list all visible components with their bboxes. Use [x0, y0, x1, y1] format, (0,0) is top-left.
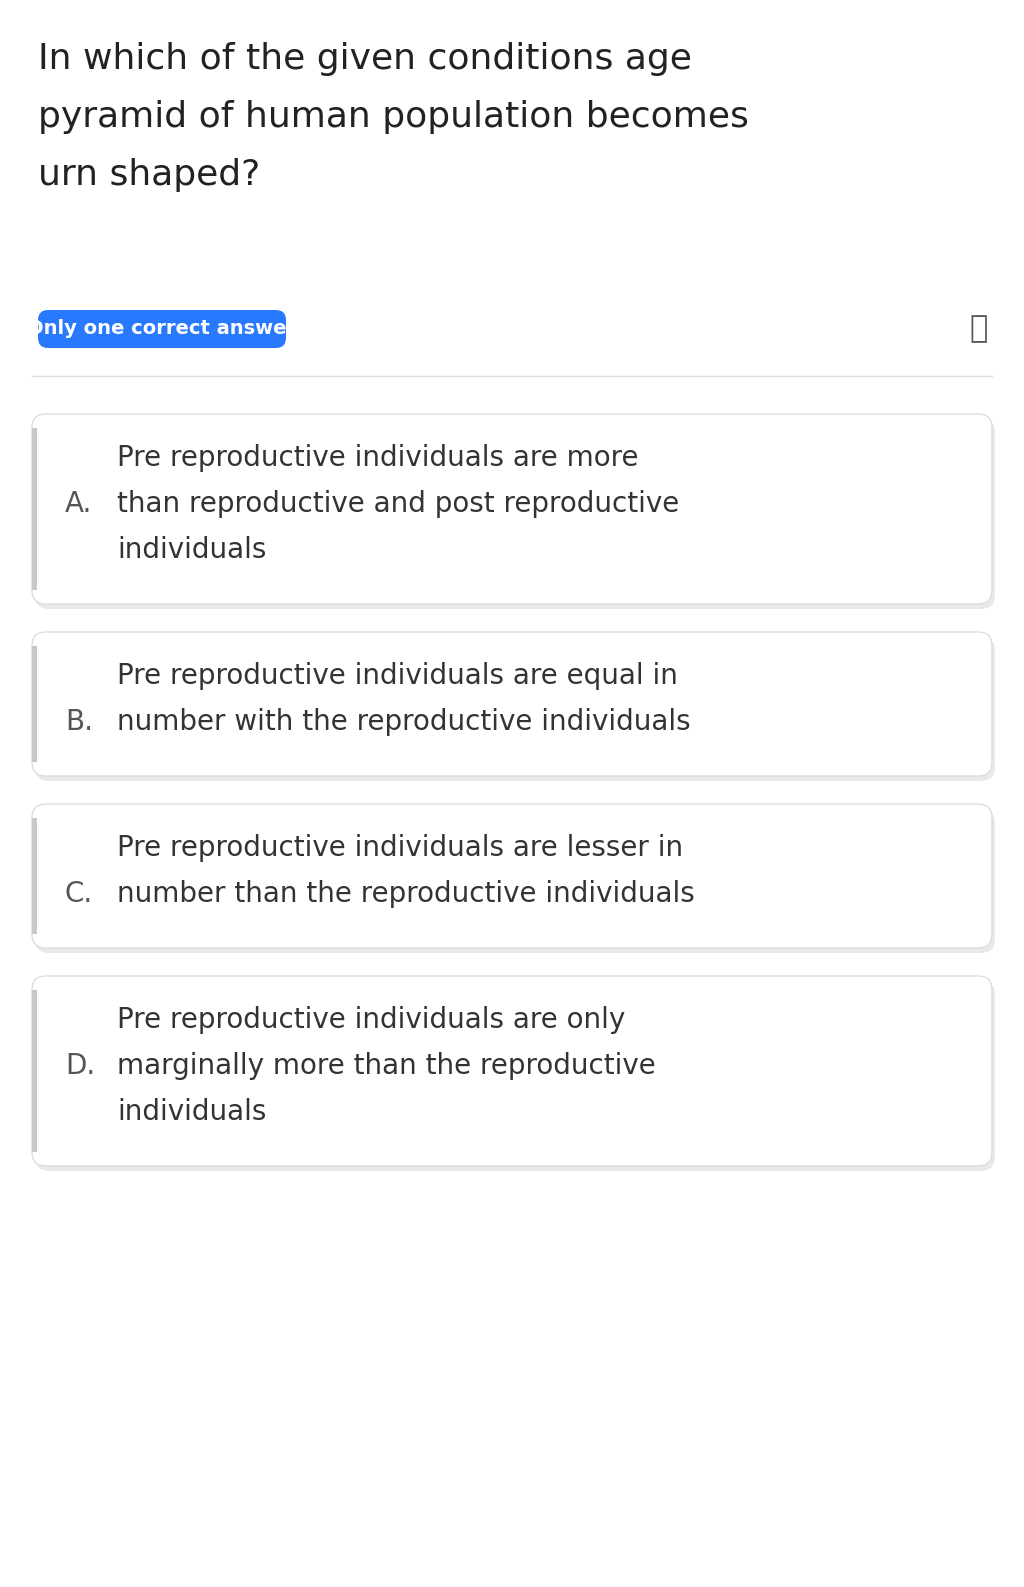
Bar — [32, 817, 37, 935]
FancyBboxPatch shape — [35, 636, 995, 781]
Text: than reproductive and post reproductive: than reproductive and post reproductive — [117, 490, 679, 517]
Text: D.: D. — [65, 1052, 95, 1081]
Text: number than the reproductive individuals: number than the reproductive individuals — [117, 881, 694, 908]
FancyBboxPatch shape — [32, 632, 992, 776]
FancyBboxPatch shape — [32, 976, 992, 1166]
FancyBboxPatch shape — [35, 419, 995, 609]
Text: Only one correct answer: Only one correct answer — [28, 319, 297, 338]
Bar — [32, 646, 37, 762]
Text: Pre reproductive individuals are only: Pre reproductive individuals are only — [117, 1006, 626, 1035]
Text: A.: A. — [65, 490, 92, 517]
Text: individuals: individuals — [117, 1098, 266, 1127]
Text: individuals: individuals — [117, 536, 266, 563]
FancyBboxPatch shape — [38, 309, 286, 348]
FancyBboxPatch shape — [35, 981, 995, 1171]
Bar — [32, 990, 37, 1152]
Text: number with the reproductive individuals: number with the reproductive individuals — [117, 708, 690, 736]
FancyBboxPatch shape — [32, 414, 992, 605]
Text: Pre reproductive individuals are more: Pre reproductive individuals are more — [117, 444, 639, 471]
Text: pyramid of human population becomes: pyramid of human population becomes — [38, 100, 749, 133]
FancyBboxPatch shape — [35, 809, 995, 954]
Text: B.: B. — [65, 708, 93, 736]
Text: Pre reproductive individuals are lesser in: Pre reproductive individuals are lesser … — [117, 835, 683, 862]
Text: ⓘ: ⓘ — [970, 314, 988, 343]
Text: C.: C. — [65, 881, 93, 908]
Text: marginally more than the reproductive: marginally more than the reproductive — [117, 1052, 655, 1081]
Text: In which of the given conditions age: In which of the given conditions age — [38, 41, 692, 76]
Text: urn shaped?: urn shaped? — [38, 159, 260, 192]
Text: Pre reproductive individuals are equal in: Pre reproductive individuals are equal i… — [117, 662, 678, 690]
FancyBboxPatch shape — [32, 805, 992, 947]
Bar — [32, 428, 37, 590]
